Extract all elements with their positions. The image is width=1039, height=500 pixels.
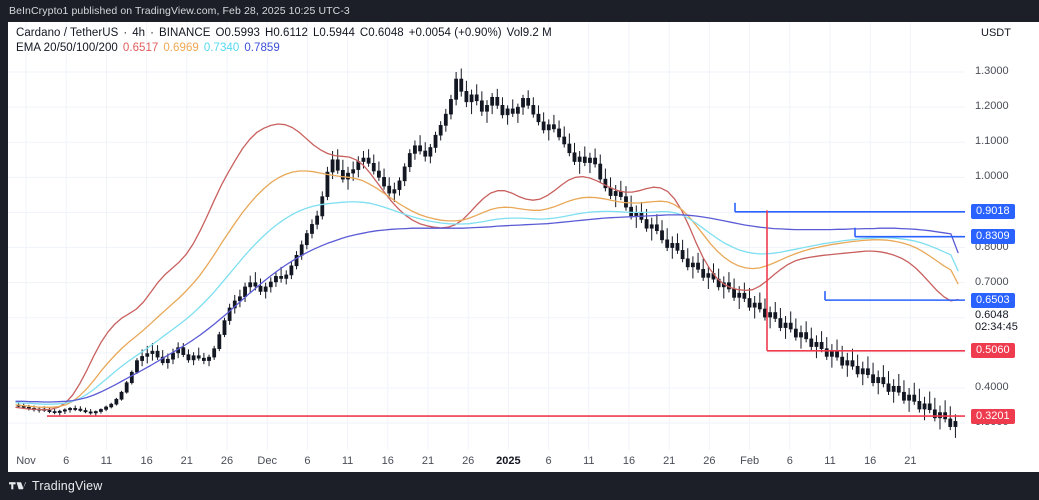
time-tick-21: 16	[864, 455, 877, 467]
time-tick-22: 21	[904, 455, 917, 467]
time-tick-11: 26	[462, 455, 475, 467]
time-tick-9: 16	[381, 455, 394, 467]
time-tick-6: Dec	[257, 455, 277, 467]
price-level-pill-0.9018[interactable]: 0.9018	[971, 204, 1015, 220]
attribution-bar: BeInCrypto1 published on TradingView.com…	[0, 0, 1039, 22]
price-scale-unit: USDT	[981, 27, 1011, 39]
time-tick-1: 6	[63, 455, 70, 467]
time-scale[interactable]: Nov 6 11 16 21 26 Dec 6 11 16 21 26 2025 6 11 16 21 26 Feb…	[8, 450, 1039, 472]
price-tick-1.0000: 1.0000	[975, 170, 1009, 183]
price-level-pill-0.3201[interactable]: 0.3201	[971, 408, 1015, 424]
time-tick-4: 21	[180, 455, 193, 467]
price-tick-1.2000: 1.2000	[975, 100, 1009, 113]
time-tick-5: 26	[220, 455, 234, 467]
time-tick-12: 2025	[496, 455, 521, 467]
price-level-pill-0.5060[interactable]: 0.5060	[971, 343, 1015, 359]
time-tick-14: 11	[583, 455, 595, 467]
tradingview-brand-text: TradingView	[32, 479, 103, 493]
price-scale[interactable]: USDT 1.3000 1.2000 1.1000 1.0000 0.8000 0.700…	[965, 22, 1039, 472]
tradingview-logo[interactable]: TradingView	[9, 479, 102, 493]
time-tick-16: 21	[663, 455, 676, 467]
last-price-label: 0.6048	[975, 309, 1009, 322]
price-tick-1.3000: 1.3000	[975, 65, 1009, 77]
ema-line-1	[15, 170, 959, 408]
price-tick-0.7000: 0.7000	[975, 275, 1009, 288]
series-layer	[15, 68, 965, 438]
bar-countdown-label: 02:34:45	[975, 321, 1018, 334]
price-tick-1.1000: 1.1000	[975, 135, 1009, 148]
time-tick-15: 16	[622, 455, 636, 467]
price-tick-0.4000: 0.4000	[975, 381, 1009, 393]
time-tick-3: 16	[140, 455, 153, 467]
time-tick-13: 6	[545, 455, 552, 467]
ema-line-2	[15, 201, 959, 405]
attribution-text: BeInCrypto1 published on TradingView.com…	[9, 5, 350, 17]
time-tick-2: 11	[100, 455, 113, 467]
time-tick-19: 6	[786, 455, 793, 467]
chart-panel: Cardano / TetherUS · 4h · BINANCE O0.5993 H0.6…	[8, 22, 1039, 472]
time-tick-18: Feb	[740, 455, 760, 467]
time-tick-10: 21	[421, 455, 435, 467]
time-tick-0: Nov	[16, 455, 36, 467]
time-tick-8: 11	[341, 455, 354, 467]
time-tick-17: 26	[703, 455, 716, 467]
time-tick-20: 11	[824, 455, 836, 467]
ema-line-3	[15, 214, 959, 403]
plot-area[interactable]	[8, 22, 965, 450]
time-tick-7: 6	[304, 455, 311, 467]
tradingview-mark-icon	[9, 482, 26, 490]
candlestick-series	[16, 68, 958, 438]
ema-line-0	[15, 123, 959, 411]
price-level-pill-0.8309[interactable]: 0.8309	[971, 229, 1015, 245]
footer-bar: TradingView	[0, 472, 1039, 500]
price-level-pill-0.6503[interactable]: 0.6503	[971, 292, 1015, 308]
